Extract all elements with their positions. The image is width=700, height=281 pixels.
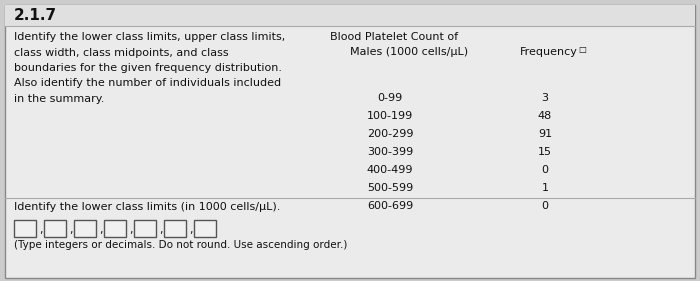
Text: Identify the lower class limits, upper class limits,: Identify the lower class limits, upper c…	[14, 32, 286, 42]
Text: in the summary.: in the summary.	[14, 94, 104, 104]
Text: 500-599: 500-599	[367, 183, 413, 193]
Bar	[14, 220, 36, 237]
Text: boundaries for the given frequency distribution.: boundaries for the given frequency distr…	[14, 63, 282, 73]
Text: 3: 3	[542, 93, 549, 103]
Text: ,: ,	[69, 225, 73, 235]
Text: 48: 48	[538, 111, 552, 121]
Text: Frequency: Frequency	[520, 47, 578, 57]
Text: 100-199: 100-199	[367, 111, 413, 121]
Text: ,: ,	[99, 225, 102, 235]
Bar	[44, 220, 66, 237]
Bar	[134, 220, 156, 237]
Text: 1: 1	[542, 183, 549, 193]
Text: ,: ,	[189, 225, 192, 235]
Text: 300-399: 300-399	[367, 147, 413, 157]
Bar	[164, 220, 186, 237]
Text: Males (1000 cells/μL): Males (1000 cells/μL)	[350, 47, 468, 57]
Text: ,: ,	[39, 225, 43, 235]
Text: 400-499: 400-499	[367, 165, 413, 175]
Text: 91: 91	[538, 129, 552, 139]
Bar	[104, 220, 126, 237]
Bar	[74, 220, 96, 237]
Text: (Type integers or decimals. Do not round. Use ascending order.): (Type integers or decimals. Do not round…	[14, 240, 347, 250]
Text: Identify the lower class limits (in 1000 cells/μL).: Identify the lower class limits (in 1000…	[14, 202, 281, 212]
Text: 600-699: 600-699	[367, 201, 413, 211]
Text: 15: 15	[538, 147, 552, 157]
Text: Also identify the number of individuals included: Also identify the number of individuals …	[14, 78, 281, 89]
Text: 0-99: 0-99	[377, 93, 402, 103]
Text: ,: ,	[159, 225, 162, 235]
Text: 0: 0	[542, 201, 549, 211]
Text: 0: 0	[542, 165, 549, 175]
Text: Blood Platelet Count of: Blood Platelet Count of	[330, 32, 458, 42]
Bar	[194, 220, 216, 237]
Text: □: □	[578, 45, 586, 54]
Text: ,: ,	[129, 225, 132, 235]
Text: class width, class midpoints, and class: class width, class midpoints, and class	[14, 47, 229, 58]
Bar	[5, 5, 695, 26]
Text: 2.1.7: 2.1.7	[14, 8, 57, 23]
Text: 200-299: 200-299	[367, 129, 413, 139]
